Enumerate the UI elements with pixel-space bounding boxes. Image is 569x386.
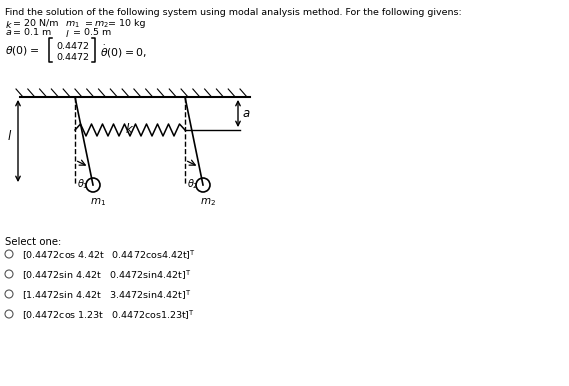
Text: 0.4472: 0.4472 bbox=[56, 42, 89, 51]
Text: $\theta(0) =$: $\theta(0) =$ bbox=[5, 44, 39, 57]
Text: $m_1$: $m_1$ bbox=[65, 19, 80, 29]
Text: $m_1$: $m_1$ bbox=[90, 196, 106, 208]
Text: $l$: $l$ bbox=[65, 28, 69, 39]
Circle shape bbox=[5, 290, 13, 298]
Circle shape bbox=[5, 270, 13, 278]
Text: $\theta_1$: $\theta_1$ bbox=[77, 177, 89, 191]
Circle shape bbox=[86, 178, 100, 192]
Circle shape bbox=[5, 250, 13, 258]
Text: Select one:: Select one: bbox=[5, 237, 61, 247]
Text: [0.4472cos 4.42t   0.4472cos4.42t]$^\mathsf{T}$: [0.4472cos 4.42t 0.4472cos4.42t]$^\maths… bbox=[22, 249, 196, 262]
Text: = 10 kg: = 10 kg bbox=[108, 19, 146, 28]
Text: = 0.1 m: = 0.1 m bbox=[13, 28, 51, 37]
Circle shape bbox=[196, 178, 210, 192]
Text: $k$: $k$ bbox=[5, 19, 13, 30]
Text: $k$: $k$ bbox=[125, 122, 134, 136]
Text: [1.4472sin 4.42t   3.4472sin4.42t]$^\mathsf{T}$: [1.4472sin 4.42t 3.4472sin4.42t]$^\maths… bbox=[22, 289, 191, 302]
Text: $a$: $a$ bbox=[5, 28, 12, 37]
Text: = 20 N/m: = 20 N/m bbox=[13, 19, 59, 28]
Text: $\dot{\theta}(0) = 0,$: $\dot{\theta}(0) = 0,$ bbox=[100, 44, 147, 60]
Text: $l$: $l$ bbox=[7, 129, 13, 143]
Text: $= m_2$: $= m_2$ bbox=[83, 19, 109, 29]
Text: 0.4472: 0.4472 bbox=[56, 53, 89, 62]
Circle shape bbox=[5, 310, 13, 318]
Text: $\theta_2$: $\theta_2$ bbox=[187, 177, 199, 191]
Text: Find the solution of the following system using modal analysis method. For the f: Find the solution of the following syste… bbox=[5, 8, 462, 17]
Text: = 0.5 m: = 0.5 m bbox=[73, 28, 112, 37]
Text: [0.4472sin 4.42t   0.4472sin4.42t]$^\mathsf{T}$: [0.4472sin 4.42t 0.4472sin4.42t]$^\maths… bbox=[22, 269, 191, 282]
Text: $m_2$: $m_2$ bbox=[200, 196, 216, 208]
Text: $a$: $a$ bbox=[242, 107, 250, 120]
Text: [0.4472cos 1.23t   0.4472cos1.23t]$^\mathsf{T}$: [0.4472cos 1.23t 0.4472cos1.23t]$^\maths… bbox=[22, 309, 195, 322]
